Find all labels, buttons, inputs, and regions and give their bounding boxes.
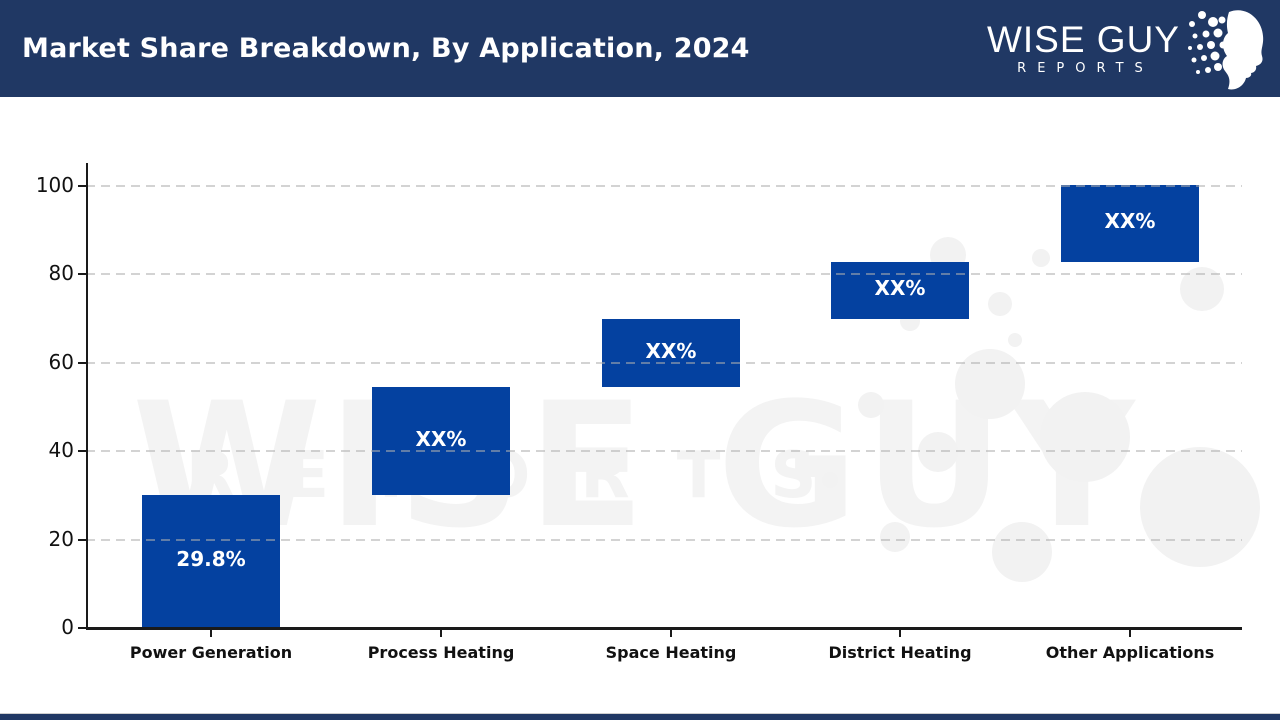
bar-other-applications (1061, 184, 1199, 262)
y-tick-mark (78, 273, 86, 275)
y-tick-label: 0 (61, 615, 74, 639)
face-dots-icon (1188, 9, 1264, 89)
watermark-dot (1040, 392, 1130, 482)
bar-value-label: XX% (415, 427, 467, 452)
bar-district-heating (831, 261, 969, 320)
logo-text: WISE GUY REPORTS (987, 21, 1180, 76)
x-axis-spine (86, 627, 1242, 630)
y-tick-mark (78, 184, 86, 187)
x-category-label: District Heating (828, 643, 972, 662)
y-tick-label: 80 (48, 261, 74, 285)
bar-value-label: XX% (1104, 209, 1156, 234)
x-category-label: Other Applications (1045, 643, 1215, 662)
logo-subtitle: REPORTS (1017, 61, 1154, 76)
y-tick-label: 60 (48, 349, 74, 374)
x-category-label: Space Heating (605, 643, 737, 662)
y-tick-mark (78, 627, 86, 629)
footer-bar (0, 713, 1280, 720)
logo-wordmark: WISE GUY (986, 19, 1180, 60)
x-tick-mark (1129, 628, 1131, 637)
bar-power-generation (142, 495, 280, 627)
gridline-y20 (86, 538, 1242, 541)
y-tick-mark (78, 450, 86, 452)
watermark-dot (992, 522, 1052, 582)
watermark-dot (880, 522, 910, 552)
bar-space-heating (602, 319, 740, 388)
chart-area: WISE GUY REPORTS 0 20 40 60 80 100 29.8% Power … (0, 97, 1280, 713)
y-tick-mark (78, 538, 86, 541)
bar-process-heating (372, 387, 510, 496)
y-axis-spine (86, 163, 88, 630)
gridline-y40 (86, 450, 1242, 452)
page-title: Market Share Breakdown, By Application, … (22, 33, 750, 64)
x-tick-mark (440, 628, 442, 637)
gridline-y100 (86, 184, 1242, 187)
wise-guy-logo: WISE GUY REPORTS (987, 6, 1280, 92)
gridline-y60 (86, 361, 1242, 364)
y-tick-label: 40 (48, 438, 74, 462)
watermark-dot (858, 392, 884, 418)
watermark-dot (822, 472, 838, 488)
watermark-dot (918, 432, 958, 472)
x-category-label: Process Heating (367, 643, 515, 662)
y-tick-label: 20 (48, 526, 74, 551)
y-tick-label: 100 (35, 172, 74, 197)
watermark-dot (955, 349, 1025, 419)
x-category-label: Power Generation (129, 643, 293, 662)
x-tick-mark (899, 628, 901, 637)
x-tick-mark (670, 628, 672, 637)
y-tick-mark (78, 361, 86, 364)
gridline-y80 (86, 273, 1242, 275)
bar-value-label: XX% (645, 339, 697, 364)
x-tick-mark (210, 628, 212, 637)
bar-value-label: 29.8% (176, 547, 246, 572)
watermark-dot (1008, 333, 1022, 347)
watermark-dot (1140, 447, 1260, 567)
watermark-dot (988, 292, 1012, 316)
header-bar: Market Share Breakdown, By Application, … (0, 0, 1280, 97)
watermark-dot (1032, 249, 1050, 267)
bar-value-label: XX% (874, 276, 926, 301)
